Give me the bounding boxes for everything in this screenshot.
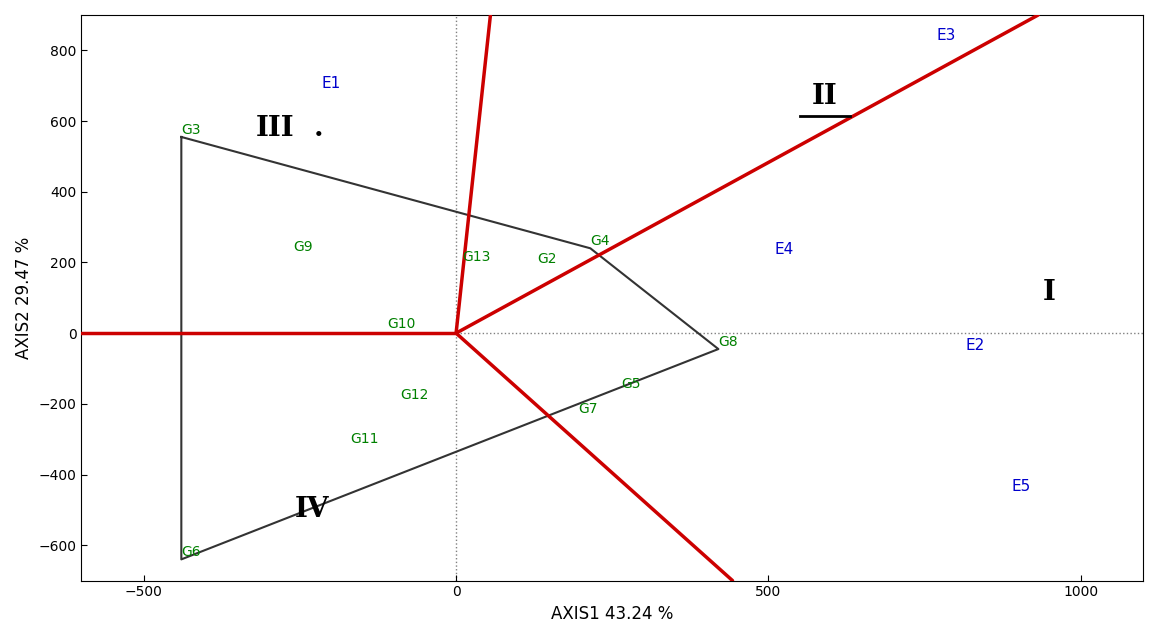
Text: G4: G4 (591, 234, 610, 248)
Text: E5: E5 (1012, 479, 1031, 494)
Text: I: I (1043, 279, 1056, 306)
Text: G8: G8 (718, 335, 738, 349)
Text: G5: G5 (622, 378, 642, 392)
Text: E4: E4 (775, 242, 794, 257)
Text: IV: IV (295, 496, 330, 523)
Text: G7: G7 (578, 402, 598, 416)
Text: G10: G10 (388, 317, 416, 331)
Text: E2: E2 (965, 338, 984, 353)
Text: G6: G6 (182, 545, 201, 560)
Text: G9: G9 (294, 240, 314, 254)
Text: G11: G11 (350, 433, 379, 446)
Text: G13: G13 (462, 250, 491, 264)
Y-axis label: AXIS2 29.47 %: AXIS2 29.47 % (15, 237, 32, 359)
Text: III: III (256, 115, 294, 142)
Text: G2: G2 (537, 252, 557, 266)
Text: G3: G3 (182, 123, 200, 137)
Text: II: II (812, 83, 837, 110)
X-axis label: AXIS1 43.24 %: AXIS1 43.24 % (551, 605, 674, 623)
Text: E3: E3 (937, 28, 957, 43)
Text: E1: E1 (322, 76, 342, 91)
Text: .: . (314, 115, 323, 142)
Text: G12: G12 (400, 388, 428, 402)
